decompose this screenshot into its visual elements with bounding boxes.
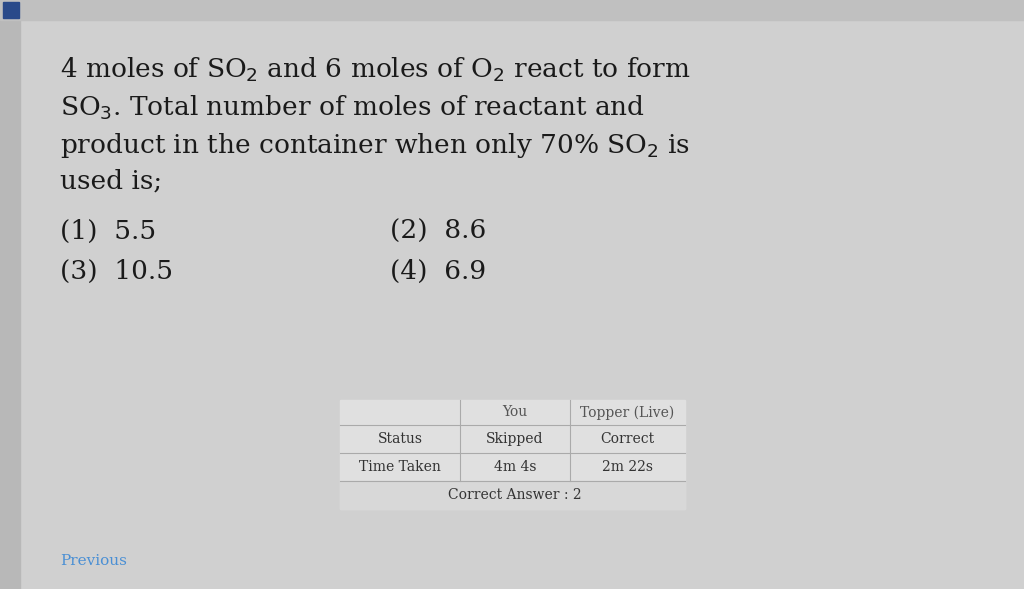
Text: SO$_3$. Total number of moles of reactant and: SO$_3$. Total number of moles of reactan… bbox=[60, 93, 645, 121]
Text: (2)  8.6: (2) 8.6 bbox=[390, 219, 486, 244]
Text: 4 moles of SO$_2$ and 6 moles of O$_2$ react to form: 4 moles of SO$_2$ and 6 moles of O$_2$ r… bbox=[60, 55, 691, 84]
Bar bbox=[0, 0, 1024, 20]
Text: Skipped: Skipped bbox=[486, 432, 544, 446]
Text: Correct: Correct bbox=[600, 432, 654, 446]
Bar bbox=[0, 20, 20, 589]
Bar bbox=[340, 400, 685, 509]
Bar bbox=[340, 481, 685, 509]
Text: (3)  10.5: (3) 10.5 bbox=[60, 259, 173, 284]
Text: (1)  5.5: (1) 5.5 bbox=[60, 219, 156, 244]
Text: 2m 22s: 2m 22s bbox=[602, 460, 653, 474]
Text: used is;: used is; bbox=[60, 169, 162, 194]
Text: Correct Answer : 2: Correct Answer : 2 bbox=[449, 488, 582, 502]
Text: Topper (Live): Topper (Live) bbox=[581, 405, 675, 420]
Bar bbox=[3, 2, 19, 18]
Text: Status: Status bbox=[378, 432, 423, 446]
Text: You: You bbox=[503, 405, 527, 419]
Text: (4)  6.9: (4) 6.9 bbox=[390, 259, 486, 284]
Text: 4m 4s: 4m 4s bbox=[494, 460, 537, 474]
Text: Previous: Previous bbox=[60, 554, 127, 568]
Text: product in the container when only 70% SO$_2$ is: product in the container when only 70% S… bbox=[60, 131, 690, 160]
Text: Time Taken: Time Taken bbox=[359, 460, 441, 474]
